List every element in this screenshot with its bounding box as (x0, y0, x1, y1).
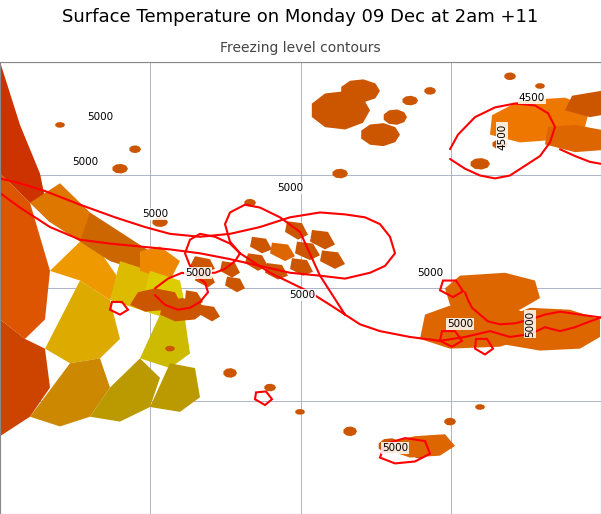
Text: 5000: 5000 (277, 183, 303, 193)
Text: Freezing level contours: Freezing level contours (220, 41, 381, 55)
Polygon shape (225, 277, 245, 292)
Text: 5000: 5000 (185, 268, 211, 278)
Polygon shape (129, 145, 141, 153)
Polygon shape (90, 358, 160, 421)
Polygon shape (424, 87, 436, 95)
Text: 5000: 5000 (72, 157, 98, 167)
Polygon shape (130, 288, 180, 311)
Polygon shape (295, 409, 305, 415)
Polygon shape (420, 302, 535, 348)
Polygon shape (265, 263, 288, 280)
Polygon shape (110, 261, 160, 310)
Text: 5000: 5000 (447, 319, 473, 329)
Text: 5000: 5000 (382, 443, 408, 453)
Polygon shape (220, 261, 240, 278)
Polygon shape (504, 72, 516, 80)
Text: 5000: 5000 (417, 268, 443, 278)
Polygon shape (0, 62, 50, 222)
Polygon shape (150, 363, 200, 412)
Text: 5000: 5000 (289, 290, 315, 300)
Polygon shape (383, 109, 407, 125)
Polygon shape (140, 271, 185, 320)
Polygon shape (165, 346, 175, 352)
Polygon shape (0, 320, 50, 436)
Text: 5000: 5000 (142, 209, 168, 219)
Text: Surface Temperature on Monday 09 Dec at 2am +11: Surface Temperature on Monday 09 Dec at … (63, 8, 538, 26)
Polygon shape (195, 271, 215, 287)
Polygon shape (50, 242, 120, 300)
Polygon shape (112, 164, 128, 173)
Polygon shape (545, 125, 601, 152)
Polygon shape (160, 298, 205, 321)
Polygon shape (379, 438, 402, 453)
Polygon shape (312, 91, 370, 130)
Polygon shape (552, 120, 568, 130)
Polygon shape (516, 101, 545, 120)
Text: 5000: 5000 (87, 112, 113, 122)
Polygon shape (295, 242, 320, 260)
Polygon shape (224, 368, 237, 378)
Polygon shape (390, 434, 455, 457)
Polygon shape (412, 449, 428, 458)
Polygon shape (566, 109, 585, 121)
Polygon shape (475, 404, 485, 410)
Polygon shape (403, 96, 418, 105)
Polygon shape (500, 308, 600, 351)
Text: 5000: 5000 (525, 311, 535, 337)
Polygon shape (270, 243, 295, 261)
Polygon shape (290, 258, 313, 276)
Polygon shape (343, 427, 357, 436)
Polygon shape (190, 256, 215, 273)
Polygon shape (200, 305, 220, 321)
Polygon shape (140, 315, 190, 368)
Polygon shape (153, 217, 168, 227)
Polygon shape (245, 253, 268, 271)
Text: 4500: 4500 (519, 93, 545, 103)
Polygon shape (140, 247, 180, 281)
Polygon shape (264, 384, 276, 391)
Polygon shape (320, 250, 345, 269)
Polygon shape (361, 123, 400, 146)
Polygon shape (535, 83, 545, 89)
Polygon shape (499, 117, 522, 133)
Polygon shape (30, 183, 100, 251)
Polygon shape (245, 199, 256, 207)
Polygon shape (55, 122, 65, 128)
Polygon shape (492, 140, 508, 149)
Polygon shape (285, 221, 308, 240)
Polygon shape (445, 273, 540, 311)
Polygon shape (80, 212, 150, 271)
Polygon shape (310, 230, 335, 249)
Polygon shape (45, 281, 120, 363)
Polygon shape (332, 169, 348, 178)
Text: 4500: 4500 (497, 123, 507, 150)
Polygon shape (341, 79, 380, 102)
Polygon shape (30, 358, 110, 427)
Polygon shape (565, 91, 601, 117)
Polygon shape (490, 98, 590, 142)
Polygon shape (0, 174, 50, 339)
Polygon shape (444, 418, 456, 426)
Polygon shape (250, 237, 272, 253)
Polygon shape (185, 290, 203, 307)
Polygon shape (471, 158, 490, 170)
